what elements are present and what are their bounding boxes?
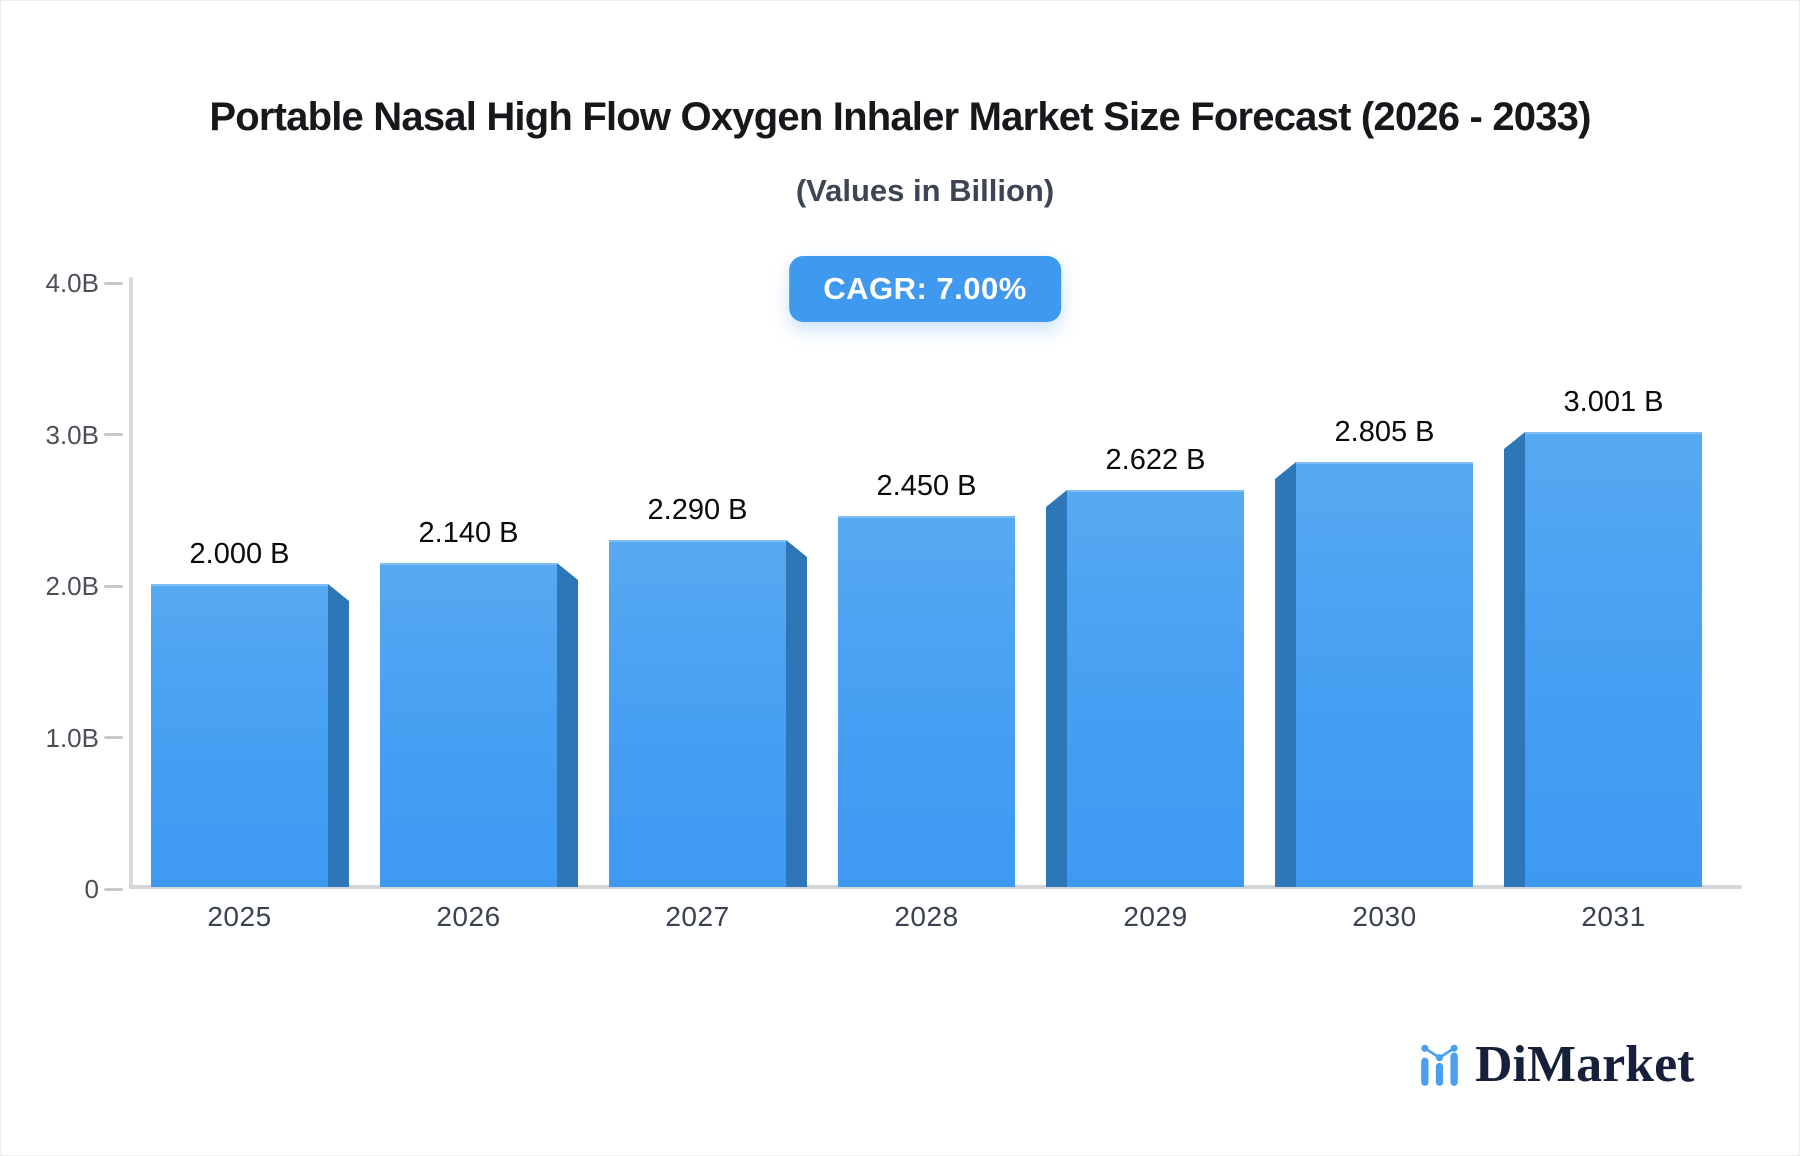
chart-subtitle: (Values in Billion)	[795, 173, 1055, 208]
x-axis-label: 2025	[207, 901, 272, 932]
x-axis-line	[129, 885, 1742, 889]
bar-face	[151, 584, 328, 887]
x-axis-label: 2031	[1581, 901, 1646, 932]
bar-face	[380, 563, 557, 887]
x-axis-label: 2030	[1352, 901, 1417, 932]
bar-face	[1067, 490, 1244, 887]
y-tick-label: 0	[84, 874, 99, 904]
y-tick-label: 2.0B	[45, 571, 100, 601]
x-axis-label: 2028	[894, 901, 959, 932]
y-axis-line	[129, 277, 133, 889]
y-tick-dash	[104, 584, 123, 588]
y-tick-label: 1.0B	[45, 722, 100, 753]
x-axis-label: 2026	[436, 901, 501, 932]
x-axis-label: 2027	[665, 901, 730, 932]
y-tick-dash	[104, 433, 123, 436]
bar-face	[1296, 462, 1473, 887]
bar-face	[838, 516, 1015, 887]
bar-chart-logo-icon	[1421, 1044, 1458, 1086]
cagr-badge: CAGR: 7.00%	[789, 256, 1061, 322]
bar-side	[1504, 432, 1525, 887]
bar-value-label: 2.622 B	[1105, 444, 1206, 476]
bar-side	[1275, 462, 1296, 887]
bar-value-label: 2.140 B	[418, 517, 519, 549]
brand-logo: DiMarket	[1419, 1039, 1694, 1091]
bar-value-label: 2.450 B	[876, 470, 977, 502]
bar-side	[786, 540, 807, 887]
bar-value-label: 2.000 B	[189, 538, 290, 570]
brand-name: DiMarket	[1475, 1036, 1695, 1093]
bar-value-label: 2.805 B	[1334, 416, 1435, 448]
bar-value-label: 2.290 B	[647, 494, 748, 526]
y-tick-dash	[104, 887, 123, 891]
y-tick-dash	[104, 736, 123, 739]
x-axis-label: 2029	[1123, 901, 1188, 932]
y-tick-label: 4.0B	[45, 268, 100, 298]
y-tick-label: 3.0B	[45, 419, 100, 450]
bar-value-label: 3.001 B	[1563, 386, 1664, 418]
chart-title: Portable Nasal High Flow Oxygen Inhaler …	[209, 95, 1591, 139]
bar-face	[1525, 432, 1702, 887]
bar-face	[609, 540, 786, 887]
bar-side	[328, 584, 349, 887]
bar-side	[557, 563, 578, 887]
y-tick-dash	[104, 281, 123, 285]
bar-side	[1046, 490, 1067, 887]
